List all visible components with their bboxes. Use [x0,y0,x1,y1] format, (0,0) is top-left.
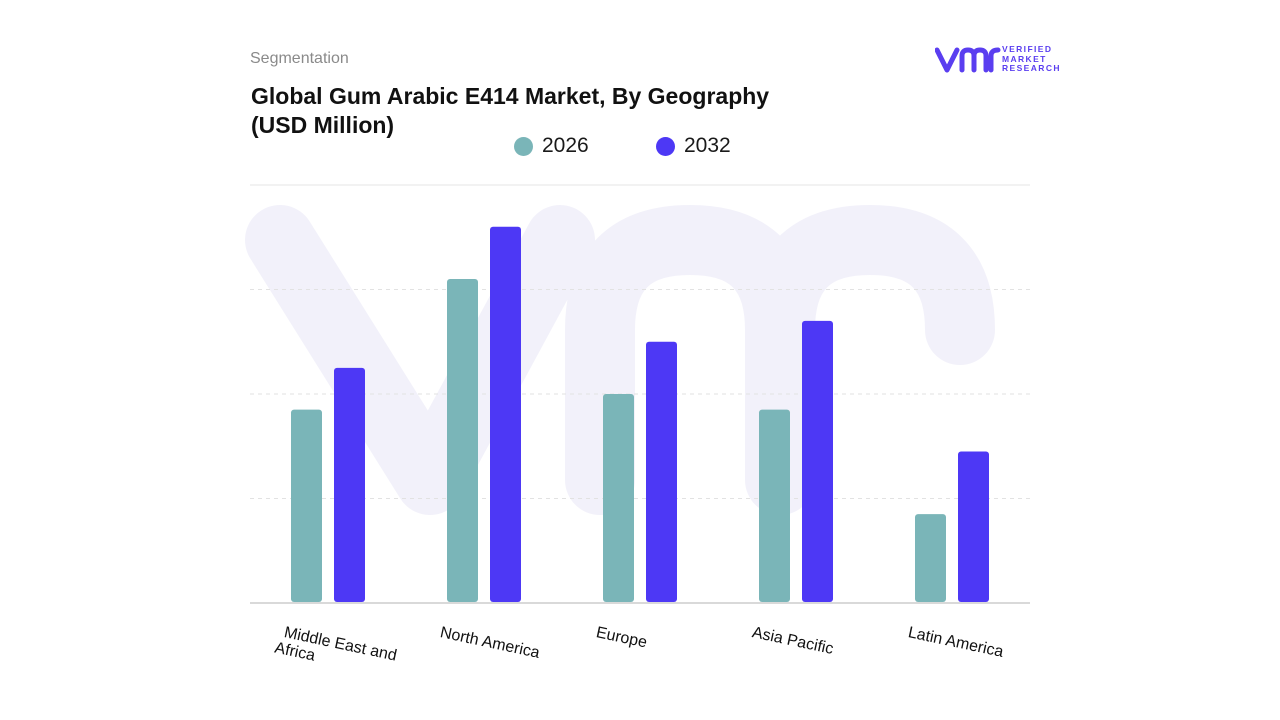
bar-2032-asia-pacific [802,320,833,602]
chart-legend: 2026 2032 [0,134,1280,164]
x-tick-label: North America [438,624,541,662]
x-tick-label: Latin America [906,624,1004,661]
segment-label: Segmentation [250,50,349,67]
x-tick-label: Asia Pacific [750,624,834,658]
logo-line-1: VERIFIED [1002,44,1053,54]
bar-2032-europe [646,341,677,602]
bar-2032-north-america [490,226,521,603]
logo-line-2: MARKET [1002,53,1047,64]
bar-2032-middle-east-and-africa [334,367,365,602]
legend-dot-2026 [514,136,533,156]
bar-2026-asia-pacific [759,409,790,602]
x-tick-label: Middle East andAfrica [273,623,398,681]
logo-line-3: RESEARCH [1002,63,1061,73]
logo-wordmark: VERIFIED MARKET RESEARCH [1002,44,1061,74]
bar-2026-europe [603,394,634,602]
vmr-logo-icon [935,47,1001,73]
bar-2026-latin-america [915,514,946,602]
bar-2032-latin-america [958,451,989,602]
legend-dot-2032 [656,136,675,156]
legend-item-2032: 2032 [656,134,731,158]
bar-2026-north-america [447,279,478,602]
chart-title: Global Gum Arabic E414 Market, By Geogra… [251,83,770,138]
legend-label-2026: 2026 [542,134,589,157]
x-tick-label: Europe [594,624,648,651]
bar-2026-middle-east-and-africa [291,409,322,602]
legend-label-2032: 2032 [684,134,731,157]
legend-item-2026: 2026 [514,134,589,158]
